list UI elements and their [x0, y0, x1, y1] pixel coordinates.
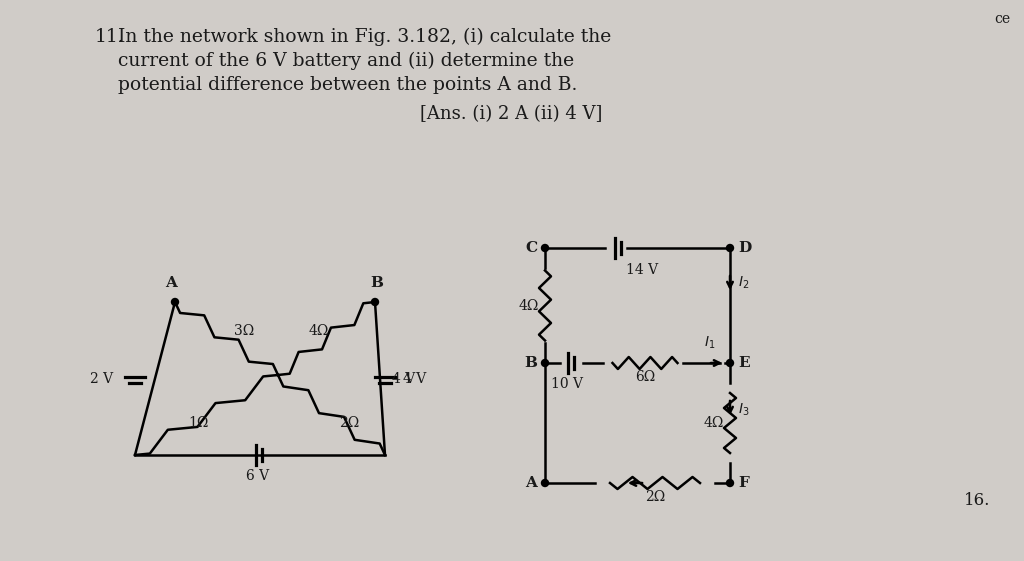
Text: B: B [524, 356, 537, 370]
Text: D: D [738, 241, 752, 255]
Text: potential difference between the points A and B.: potential difference between the points … [118, 76, 578, 94]
Circle shape [171, 298, 178, 306]
Text: A: A [165, 276, 177, 290]
Text: E: E [738, 356, 750, 370]
Text: $I_1$: $I_1$ [705, 334, 716, 351]
Text: 2Ω: 2Ω [339, 416, 359, 430]
Text: A: A [525, 476, 537, 490]
Text: 3Ω: 3Ω [234, 324, 255, 338]
Text: 6Ω: 6Ω [635, 370, 655, 384]
Text: F: F [738, 476, 749, 490]
Circle shape [542, 360, 549, 366]
Circle shape [542, 245, 549, 251]
Circle shape [726, 245, 733, 251]
Text: 16.: 16. [964, 491, 990, 508]
Text: 6 V: 6 V [247, 469, 269, 483]
Text: 4 V: 4 V [392, 371, 415, 385]
Text: 10 V: 10 V [551, 377, 583, 391]
Text: $I_2$: $I_2$ [738, 275, 750, 291]
Text: 4Ω: 4Ω [703, 416, 724, 430]
Text: current of the 6 V battery and (ii) determine the: current of the 6 V battery and (ii) dete… [118, 52, 574, 70]
Text: B: B [371, 276, 384, 290]
Text: 4Ω: 4Ω [519, 298, 540, 312]
Circle shape [372, 298, 379, 306]
Circle shape [726, 360, 733, 366]
Text: ce: ce [994, 12, 1010, 26]
Text: 14 V: 14 V [627, 263, 658, 277]
Text: 1Ω: 1Ω [188, 416, 209, 430]
Text: $I_3$: $I_3$ [738, 402, 750, 418]
Circle shape [542, 480, 549, 486]
Circle shape [726, 480, 733, 486]
Text: C: C [525, 241, 537, 255]
Text: 11.: 11. [95, 28, 125, 46]
Text: 4 V: 4 V [403, 371, 426, 385]
Text: 4Ω: 4Ω [308, 324, 329, 338]
Text: [Ans. (i) 2 A (ii) 4 V]: [Ans. (i) 2 A (ii) 4 V] [420, 105, 602, 123]
Text: In the network shown in Fig. 3.182, (i) calculate the: In the network shown in Fig. 3.182, (i) … [118, 28, 611, 46]
Text: 2 V: 2 V [90, 371, 113, 385]
Text: 2Ω: 2Ω [645, 490, 666, 504]
